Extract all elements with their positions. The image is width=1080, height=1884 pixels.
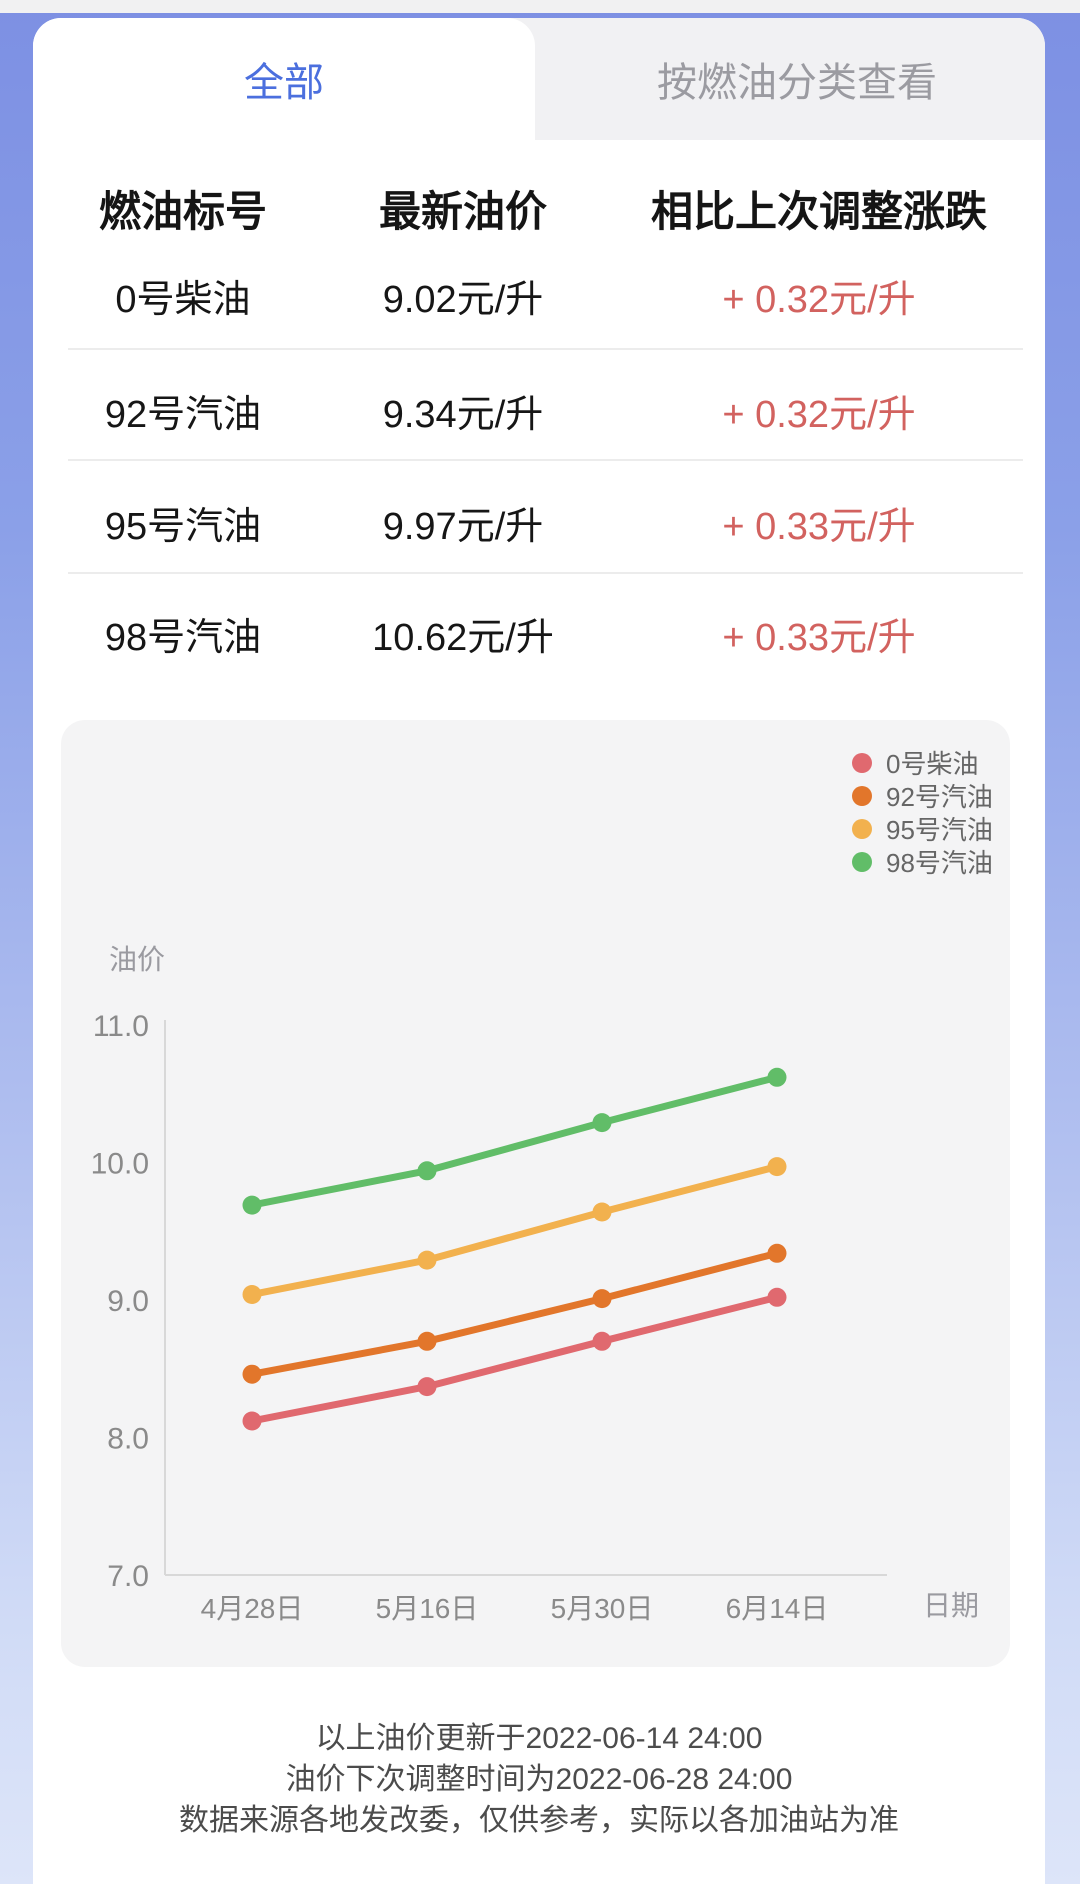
legend-dot-icon <box>852 818 872 839</box>
y-tick-label: 10.0 <box>91 1148 149 1181</box>
x-tick-label: 4月28日 <box>201 1593 304 1624</box>
table-cell-grade: 98号汽油 <box>104 616 262 659</box>
table-cell-grade: 0号柴油 <box>115 278 251 321</box>
y-tick-label: 9.0 <box>107 1285 149 1318</box>
chart-series-92号汽油 <box>242 1243 787 1384</box>
x-tick-label: 5月30日 <box>551 1593 654 1624</box>
table-row: 0号柴油 9.02元/升 + 0.32元/升 <box>33 250 1045 340</box>
tab-all[interactable]: 全部 <box>33 18 535 140</box>
legend-item-98号汽油[interactable]: 98号汽油 <box>852 845 993 878</box>
legend-label: 0号柴油 <box>886 749 979 779</box>
legend-item-95号汽油[interactable]: 95号汽油 <box>852 812 993 845</box>
y-axis-title: 油价 <box>109 944 166 975</box>
table-header-row: 燃油标号 最新油价 相比上次调整涨跌 <box>33 170 1045 246</box>
footer-line: 油价下次调整时间为2022-06-28 24:00 <box>285 1763 793 1796</box>
content-card: 按燃油分类查看 全部 燃油标号 最新油价 相比上次调整涨跌 0号柴油 9.02元/… <box>33 18 1045 1884</box>
tab-all-label: 全部 <box>244 61 324 105</box>
x-tick-label: 6月14日 <box>726 1593 829 1624</box>
chart-series-98号汽油 <box>242 1067 787 1215</box>
status-strip <box>0 0 1080 13</box>
row-divider <box>68 459 1023 461</box>
table-cell-price: 10.62元/升 <box>372 616 554 659</box>
footer-line: 数据来源各地发改委，仅供参考，实际以各加油站为准 <box>179 1804 899 1837</box>
chart-series-95号汽油 <box>242 1157 787 1304</box>
table-cell-price: 9.34元/升 <box>382 393 544 436</box>
row-divider <box>68 348 1023 350</box>
tab-by-fuel-category[interactable]: 按燃油分类查看 <box>495 18 1045 140</box>
table-cell-price: 9.97元/升 <box>382 505 544 548</box>
table-cell-price: 9.02元/升 <box>382 278 544 321</box>
y-tick-label: 8.0 <box>107 1423 149 1456</box>
table-row: 95号汽油 9.97元/升 + 0.33元/升 <box>33 477 1045 567</box>
legend-dot-icon <box>852 785 872 806</box>
tab-by-fuel-category-label: 按燃油分类查看 <box>657 61 937 105</box>
x-axis-title: 日期 <box>923 1590 980 1621</box>
footer-line: 以上油价更新于2022-06-14 24:00 <box>315 1722 763 1755</box>
table-cell-change: + 0.32元/升 <box>722 278 916 321</box>
trend-chart-svg: 11.0 10.0 9.0 8.0 7.0 4月28日 5月16日 5月30日 6月14日 <box>91 1010 887 1624</box>
y-tick-label: 11.0 <box>93 1010 149 1043</box>
row-divider <box>68 572 1023 574</box>
chart-series-0号柴油 <box>242 1287 787 1431</box>
table-cell-grade: 95号汽油 <box>104 505 262 548</box>
legend-dot-icon <box>852 851 872 872</box>
legend-item-92号汽油[interactable]: 92号汽油 <box>852 779 993 812</box>
price-trend-chart-panel: 0号柴油 92号汽油 95号汽油 98号汽油 油价 日期 11.0 10.0 9.0 8.0… <box>61 720 1010 1667</box>
footer-notes: 以上油价更新于2022-06-14 24:00 油价下次调整时间为2022-06-… <box>33 1718 1045 1841</box>
x-tick-label: 5月16日 <box>376 1593 479 1624</box>
legend-item-0号柴油[interactable]: 0号柴油 <box>852 746 993 779</box>
y-tick-label: 7.0 <box>107 1560 149 1593</box>
legend-label: 95号汽油 <box>886 815 993 845</box>
table-cell-change: + 0.32元/升 <box>722 393 916 436</box>
table-header-price: 最新油价 <box>378 187 547 235</box>
table-row: 92号汽油 9.34元/升 + 0.32元/升 <box>33 365 1045 455</box>
table-cell-change: + 0.33元/升 <box>722 505 916 548</box>
table-cell-grade: 92号汽油 <box>104 393 262 436</box>
legend-dot-icon <box>852 752 872 773</box>
legend-label: 92号汽油 <box>886 782 993 812</box>
table-header-change: 相比上次调整涨跌 <box>650 187 987 235</box>
chart-legend: 0号柴油 92号汽油 95号汽油 98号汽油 <box>852 746 993 878</box>
table-cell-change: + 0.33元/升 <box>722 616 916 659</box>
table-header-grade: 燃油标号 <box>98 187 267 235</box>
table-row: 98号汽油 10.62元/升 + 0.33元/升 <box>33 588 1045 678</box>
legend-label: 98号汽油 <box>886 848 993 878</box>
